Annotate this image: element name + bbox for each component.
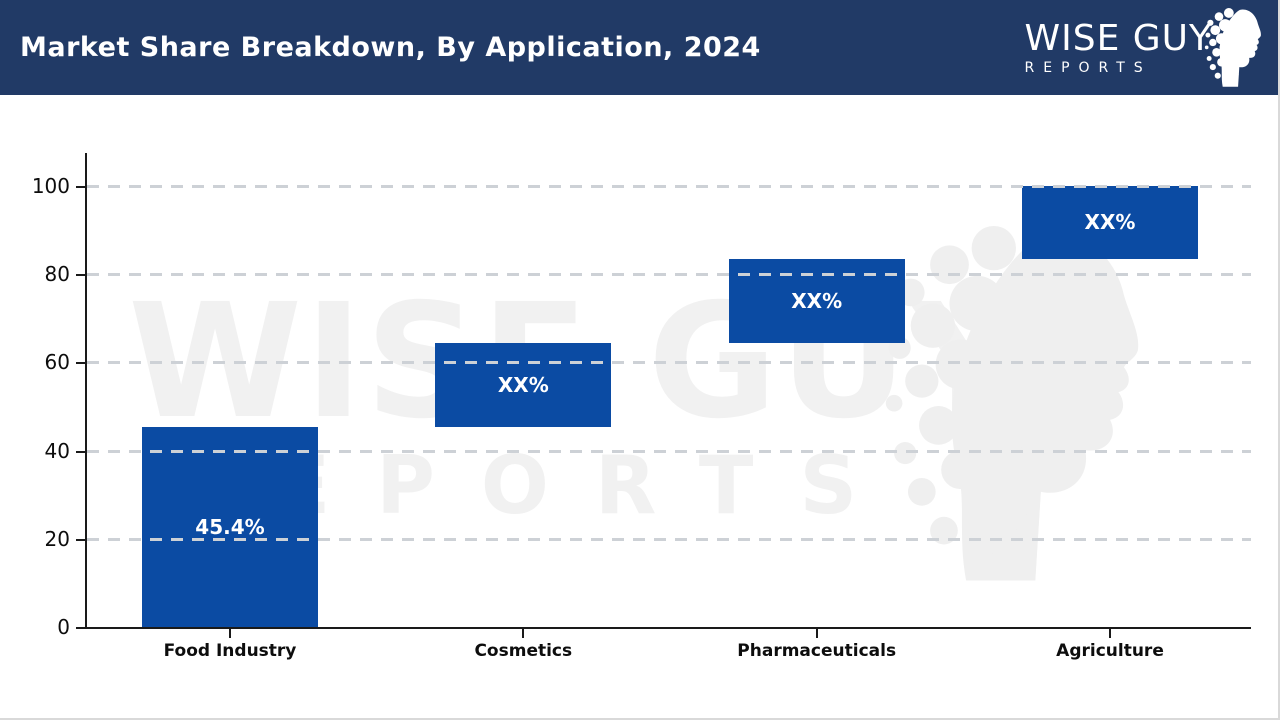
- y-tick-mark-20: [76, 538, 85, 541]
- x-category-label-cosmetics: Cosmetics: [474, 641, 573, 661]
- bar-value-label-cosmetics: XX%: [497, 372, 549, 397]
- wiseguy-head-icon: [1204, 7, 1261, 87]
- wiseguy-logo-text: WISE GUY REPORTS: [1024, 17, 1213, 76]
- x-tick-mark-pharmaceuticals: [815, 629, 818, 638]
- y-tick-label-20: 20: [44, 526, 70, 551]
- bar-food-industry: [142, 426, 318, 627]
- x-category-label-food-industry: Food Industry: [163, 641, 297, 661]
- y-tick-label-100: 100: [31, 174, 70, 198]
- bar-value-label-pharmaceuticals: XX%: [791, 288, 843, 313]
- page-title: Market Share Breakdown, By Application, …: [20, 32, 761, 63]
- header-band: Market Share Breakdown, By Application, …: [0, 0, 1278, 95]
- x-tick-mark-cosmetics: [522, 629, 525, 638]
- y-tick-mark-80: [76, 274, 85, 277]
- logo-wise-guy-label: WISE GUY: [1024, 17, 1212, 59]
- bar-pharmaceuticals: [728, 258, 905, 343]
- logo-reports-label: REPORTS: [1024, 59, 1152, 76]
- y-tick-mark-0: [76, 627, 85, 629]
- x-axis-line: [85, 627, 1251, 629]
- y-tick-label-80: 80: [44, 262, 70, 287]
- y-tick-mark-40: [76, 450, 85, 453]
- y-axis-line: [85, 153, 87, 629]
- gridline-100: [87, 185, 1251, 188]
- gridline-60: [87, 361, 1251, 365]
- x-category-label-agriculture: Agriculture: [1056, 641, 1164, 661]
- x-category-label-pharmaceuticals: Pharmaceuticals: [737, 641, 897, 661]
- gridline-40: [87, 449, 1251, 453]
- bar-agriculture: [1022, 186, 1198, 259]
- y-tick-label-40: 40: [44, 438, 70, 463]
- y-tick-label-0: 0: [57, 615, 70, 639]
- x-tick-mark-agriculture: [1109, 629, 1111, 638]
- y-tick-mark-60: [76, 362, 85, 365]
- gridline-80: [87, 273, 1251, 277]
- x-tick-mark-food-industry: [229, 629, 231, 638]
- wiseguy-logo: WISE GUY REPORTS: [1025, 5, 1267, 91]
- y-tick-mark-100: [76, 186, 85, 188]
- gridline-20: [87, 537, 1251, 541]
- bar-value-label-food-industry: 45.4%: [195, 514, 265, 539]
- bar-value-label-agriculture: XX%: [1084, 210, 1136, 235]
- y-tick-label-60: 60: [44, 350, 70, 375]
- bar-cosmetics: [435, 342, 612, 427]
